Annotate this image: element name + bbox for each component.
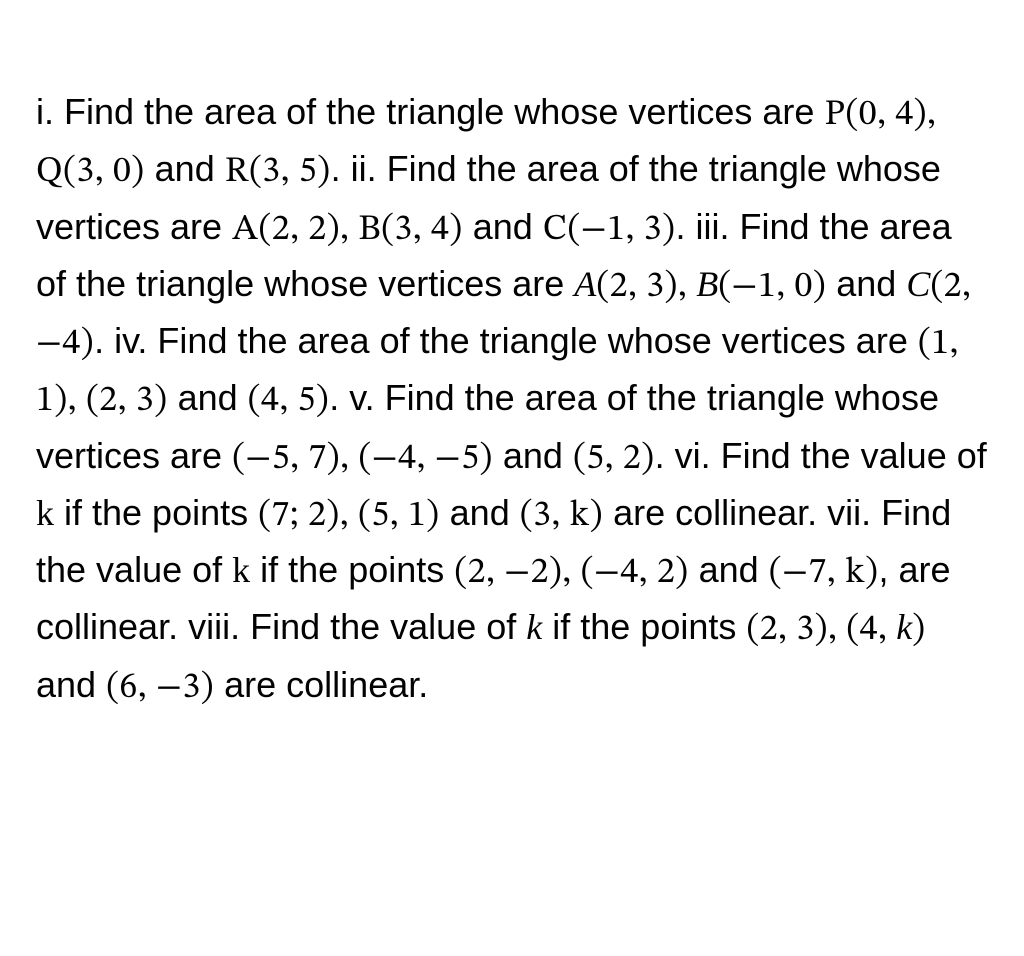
q7-and: and xyxy=(689,549,769,590)
q7-if: if the points xyxy=(250,549,454,590)
q8-end: are collinear. xyxy=(214,664,428,705)
q6-intro: . vi. Find the value of xyxy=(655,435,987,476)
q8-points-1-close: ) xyxy=(912,612,925,648)
q6-and: and xyxy=(440,492,520,533)
q2-and: and xyxy=(463,206,543,247)
q6-points-12: (7; 2), (5, 1) xyxy=(258,498,440,534)
q2-points-ab: A(2, 2), B(3, 4) xyxy=(232,212,463,248)
q6-point-3: (3, k) xyxy=(520,498,603,534)
q5-points-12: (−5, 7), (−4, −5) xyxy=(232,441,493,477)
q7-point-3: (−7, k) xyxy=(769,555,879,591)
q1-and: and xyxy=(145,148,225,189)
q3-a-label: A xyxy=(574,264,596,304)
q5-and: and xyxy=(493,435,573,476)
q2-point-c: C(−1, 3) xyxy=(543,212,676,248)
q8-and: and xyxy=(36,664,106,705)
problem-text-block: i. Find the area of the triangle whose v… xyxy=(0,0,1024,956)
q3-c-label: C xyxy=(906,264,930,304)
q8-points-1-open: (2, 3), (4, xyxy=(746,612,896,648)
q3-b-label: B xyxy=(696,264,718,304)
q8-k: k xyxy=(526,607,542,647)
q6-if: if the points xyxy=(54,492,258,533)
q1-point-r: R(3, 5) xyxy=(225,154,331,190)
q8-if: if the points xyxy=(542,606,746,647)
q4-and: and xyxy=(168,377,248,418)
q3-a-coords: (2, 3), xyxy=(596,269,696,305)
q7-points-12: (2, −2), (−4, 2) xyxy=(454,555,688,591)
q4-intro: . iv. Find the area of the triangle whos… xyxy=(94,320,918,361)
q5-point-3: (5, 2) xyxy=(573,441,655,477)
q4-point-3: (4, 5) xyxy=(248,383,330,419)
q8-k-inline: k xyxy=(896,607,912,647)
q3-and: and xyxy=(826,263,906,304)
q1-intro: i. Find the area of the triangle whose v… xyxy=(36,91,824,132)
q8-point-3: (6, −3) xyxy=(106,670,214,706)
q6-k: k xyxy=(36,493,54,533)
q3-b-coords: (−1, 0) xyxy=(718,269,826,305)
q7-k: k xyxy=(232,550,250,590)
